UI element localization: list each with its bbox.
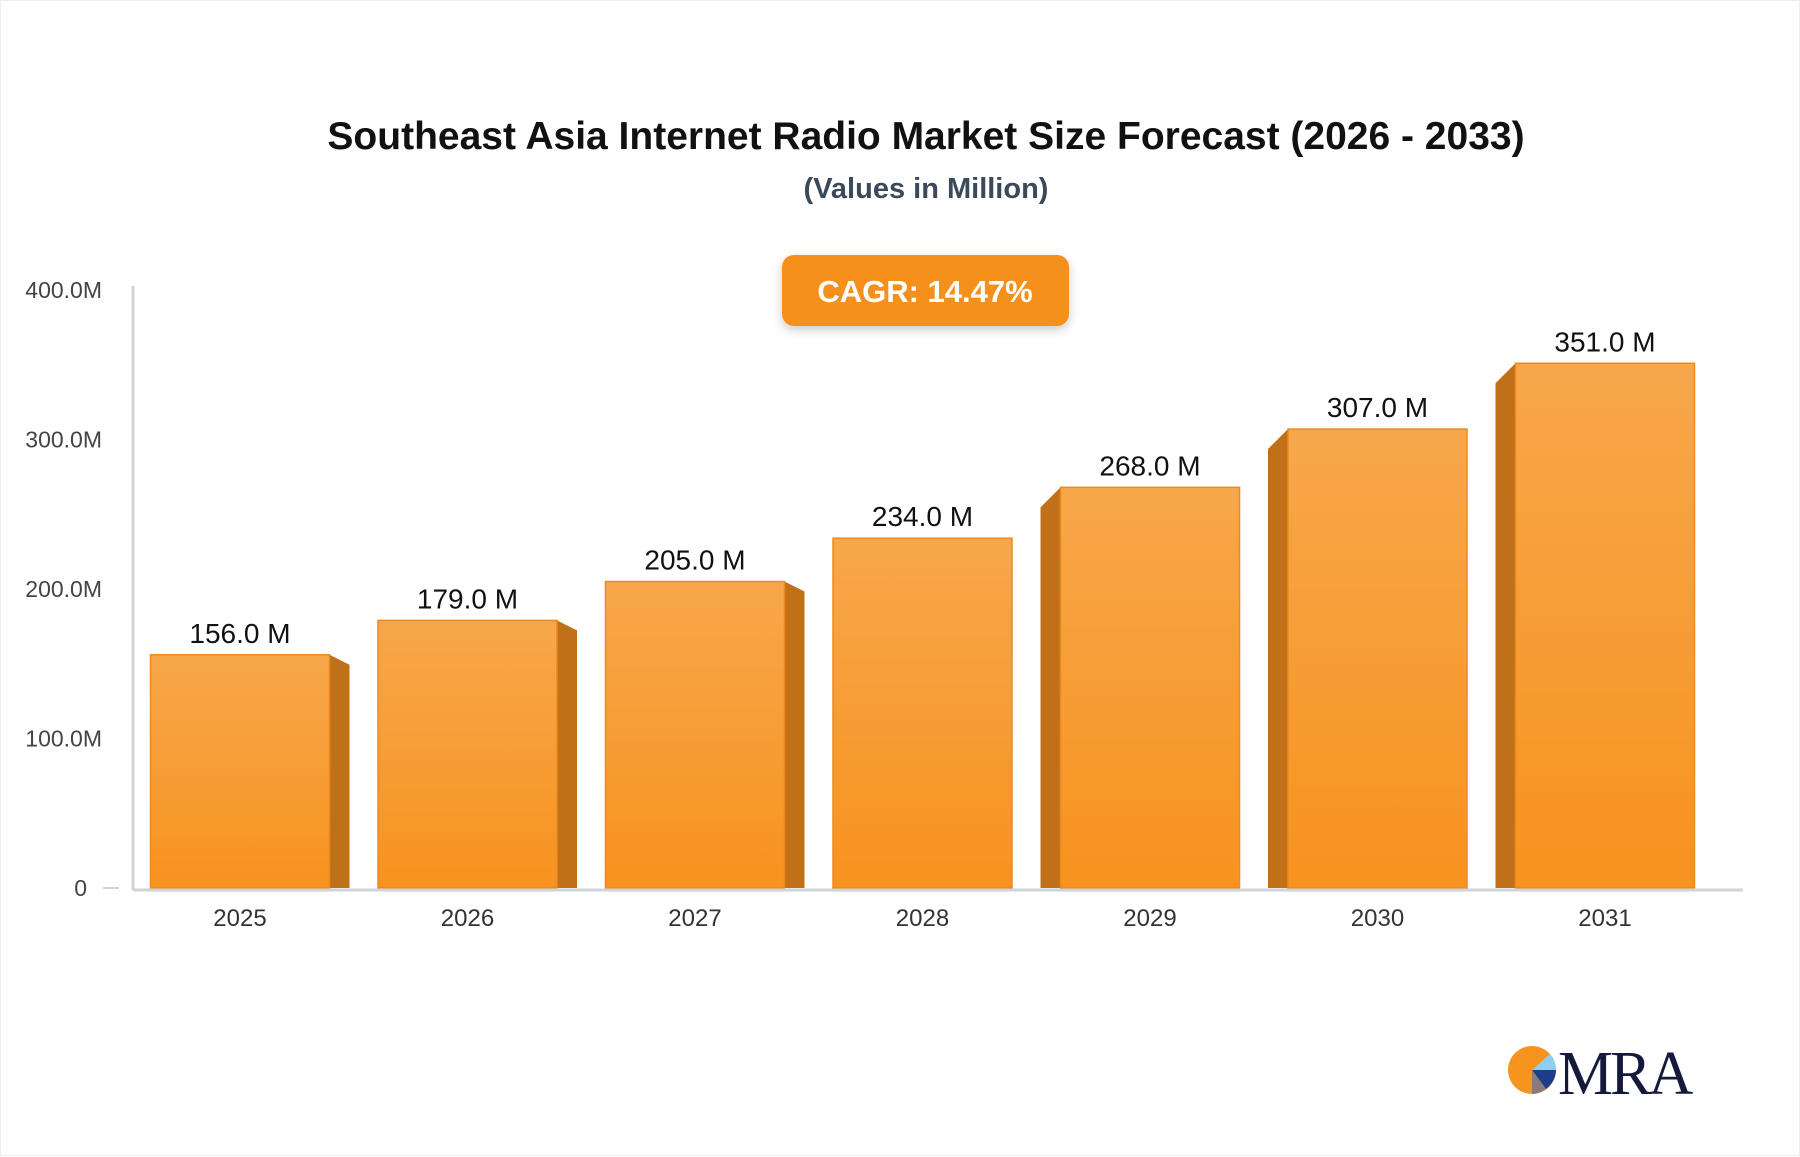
x-tick-label: 2029 bbox=[1123, 905, 1176, 932]
chart-subtitle: (Values in Million) bbox=[804, 173, 1049, 205]
data-label: 156.0 M bbox=[189, 618, 290, 649]
cagr-badge bbox=[782, 255, 1069, 326]
y-tick-label: 300.0M bbox=[25, 427, 102, 453]
cagr-label: CAGR: 14.47% bbox=[817, 274, 1032, 309]
data-label: 268.0 M bbox=[1099, 450, 1200, 481]
x-tick-label: 2027 bbox=[668, 905, 721, 932]
bar-2031 bbox=[1514, 362, 1696, 889]
x-tick-label: 2030 bbox=[1351, 905, 1404, 932]
y-tick-label: 100.0M bbox=[25, 726, 102, 752]
x-tick-label: 2025 bbox=[213, 905, 266, 932]
bar-side bbox=[1268, 429, 1288, 888]
data-label: 307.0 M bbox=[1327, 392, 1428, 423]
bar-2027 bbox=[604, 580, 786, 889]
bar-2028 bbox=[832, 537, 1013, 889]
data-label: 234.0 M bbox=[872, 501, 973, 532]
bar-side bbox=[329, 654, 350, 888]
x-tick-label: 2028 bbox=[896, 905, 949, 932]
data-label: 205.0 M bbox=[644, 545, 745, 576]
y-tick-label: 0 bbox=[74, 875, 87, 901]
y-tick-label: 200.0M bbox=[25, 576, 102, 602]
bar-side bbox=[1040, 487, 1061, 888]
x-tick-label: 2026 bbox=[441, 905, 494, 932]
bar-side bbox=[784, 581, 805, 888]
bar-2026 bbox=[377, 619, 558, 889]
bar-2030 bbox=[1287, 428, 1468, 889]
x-tick-label: 2031 bbox=[1578, 905, 1631, 932]
bar-side bbox=[1495, 363, 1516, 888]
svg-text:MRA: MRA bbox=[1558, 1040, 1693, 1108]
mra-logo: MRA bbox=[1508, 1040, 1696, 1108]
data-label: 179.0 M bbox=[417, 583, 518, 614]
data-label: 351.0 M bbox=[1554, 326, 1655, 357]
chart-title: Southeast Asia Internet Radio Market Siz… bbox=[327, 115, 1524, 158]
bar-2029 bbox=[1059, 486, 1241, 889]
bar-side bbox=[557, 620, 577, 888]
y-tick-label: 400.0M bbox=[25, 277, 102, 303]
bar-2025 bbox=[149, 654, 331, 889]
